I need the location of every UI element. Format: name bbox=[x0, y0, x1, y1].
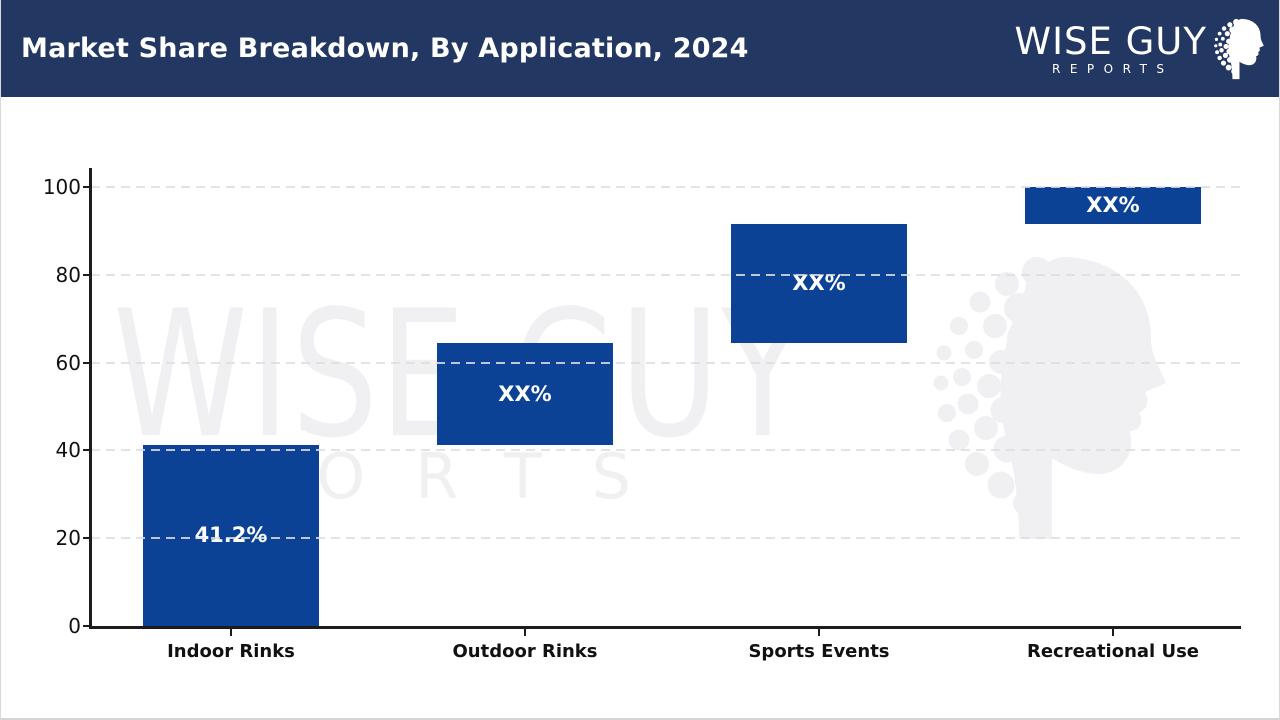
x-category-label-1: Indoor Rinks bbox=[167, 641, 295, 662]
x-tick-mark-3 bbox=[818, 628, 820, 636]
y-tick-label-0: 0 bbox=[68, 614, 81, 638]
bar-value-label: XX% bbox=[498, 381, 552, 406]
y-tick-mark-100 bbox=[83, 186, 91, 188]
y-tick-mark-40 bbox=[83, 449, 91, 452]
gridline-20 bbox=[91, 537, 1241, 540]
y-tick-mark-80 bbox=[83, 273, 91, 276]
x-category-label-3: Sports Events bbox=[748, 641, 890, 662]
bar-value-label: 41.2% bbox=[194, 523, 268, 548]
y-axis-spine bbox=[89, 168, 92, 629]
gridline-40 bbox=[91, 449, 1241, 452]
x-tick-mark-4 bbox=[1112, 628, 1114, 636]
y-tick-label-20: 20 bbox=[55, 526, 81, 551]
x-category-label-2: Outdoor Rinks bbox=[452, 641, 598, 662]
y-tick-mark-0 bbox=[83, 625, 91, 627]
y-tick-label-60: 60 bbox=[55, 350, 81, 375]
gridline-100 bbox=[91, 186, 1241, 188]
y-tick-label-100: 100 bbox=[42, 175, 81, 199]
y-tick-label-40: 40 bbox=[55, 438, 81, 463]
bar-sports-events: XX% bbox=[731, 224, 907, 344]
header-banner: Market Share Breakdown, By Application, … bbox=[1, 0, 1279, 97]
x-axis-spine bbox=[89, 626, 1241, 629]
x-tick-mark-2 bbox=[524, 628, 526, 636]
wiseguy-logo-text: WISE GUY REPORTS bbox=[1015, 23, 1207, 75]
x-tick-mark-1 bbox=[230, 628, 232, 636]
logo-subword: REPORTS bbox=[1052, 62, 1174, 76]
logo-wordmark: WISE GUY bbox=[1014, 20, 1207, 63]
bar-recreational-use: XX% bbox=[1025, 187, 1201, 225]
gridline-60 bbox=[91, 361, 1241, 364]
x-category-label-4: Recreational Use bbox=[1026, 641, 1200, 662]
waterfall-chart: 0 20 40 60 80 100 41.2% XX% XX% XX% Indoor Rinks Ou… bbox=[1, 97, 1279, 718]
bar-outdoor-rinks: XX% bbox=[437, 343, 613, 446]
y-tick-label-80: 80 bbox=[55, 262, 81, 287]
wiseguy-logo: WISE GUY REPORTS bbox=[1015, 7, 1267, 91]
bar-value-label: XX% bbox=[1086, 193, 1140, 218]
bar-value-label: XX% bbox=[792, 271, 846, 296]
y-tick-mark-60 bbox=[83, 361, 91, 364]
page-title: Market Share Breakdown, By Application, … bbox=[21, 33, 749, 64]
y-tick-mark-20 bbox=[83, 537, 91, 540]
bar-indoor-rinks: 41.2% bbox=[143, 445, 319, 626]
gridline-80 bbox=[91, 273, 1241, 276]
wiseguy-face-icon bbox=[1214, 18, 1264, 80]
